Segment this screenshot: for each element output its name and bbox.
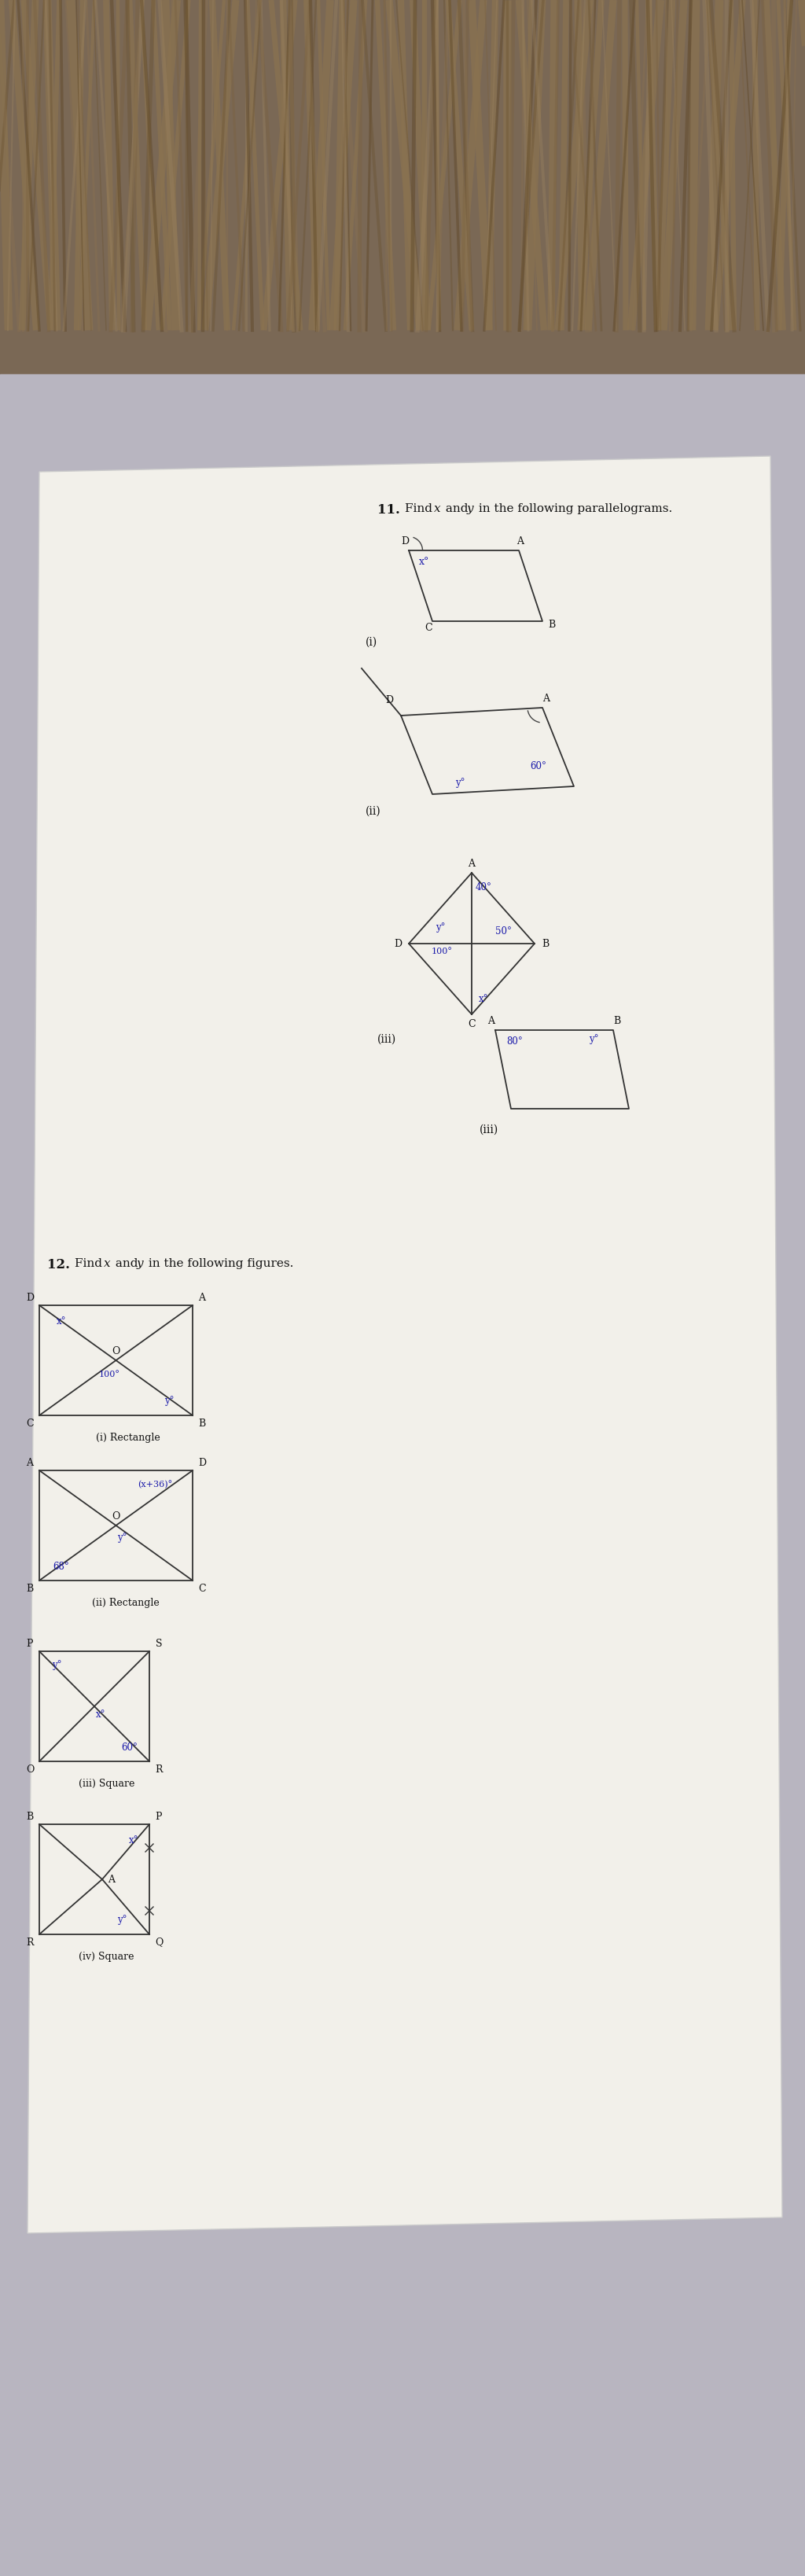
Text: P: P xyxy=(155,1811,162,1821)
Text: A: A xyxy=(488,1015,495,1025)
Text: y°: y° xyxy=(52,1662,61,1672)
Text: B: B xyxy=(542,938,549,948)
Text: 60°: 60° xyxy=(530,762,547,773)
Text: (iii): (iii) xyxy=(378,1033,396,1046)
Text: in the following figures.: in the following figures. xyxy=(145,1257,294,1270)
Text: x: x xyxy=(104,1257,110,1270)
Text: D: D xyxy=(26,1293,34,1303)
Text: 68°: 68° xyxy=(53,1561,69,1571)
Text: D: D xyxy=(401,536,409,546)
Text: B: B xyxy=(548,621,555,631)
Bar xyxy=(0,374,805,2576)
Text: C: C xyxy=(425,623,432,634)
Text: A: A xyxy=(469,858,475,868)
Text: y°: y° xyxy=(117,1533,126,1543)
Text: (i) Rectangle: (i) Rectangle xyxy=(96,1432,160,1443)
Text: x°: x° xyxy=(129,1834,138,1844)
Text: 80°: 80° xyxy=(507,1036,523,1046)
Text: Find: Find xyxy=(405,502,436,515)
Text: in the following parallelograms.: in the following parallelograms. xyxy=(475,502,672,515)
Text: x°: x° xyxy=(419,556,430,567)
Text: and: and xyxy=(112,1257,142,1270)
Text: Find: Find xyxy=(75,1257,106,1270)
Text: B: B xyxy=(613,1015,621,1025)
Text: y°: y° xyxy=(117,1914,126,1924)
Text: O: O xyxy=(111,1512,120,1522)
Text: C: C xyxy=(468,1020,476,1030)
Text: x°: x° xyxy=(96,1708,105,1718)
Text: B: B xyxy=(27,1811,34,1821)
Text: (x+36)°: (x+36)° xyxy=(138,1481,172,1489)
Text: B: B xyxy=(198,1419,205,1427)
Text: 50°: 50° xyxy=(495,927,511,938)
Text: 100°: 100° xyxy=(431,948,452,956)
Text: and: and xyxy=(442,502,472,515)
Text: 40°: 40° xyxy=(475,881,492,891)
Text: x°: x° xyxy=(478,994,489,1005)
Text: R: R xyxy=(26,1937,34,1947)
Text: A: A xyxy=(199,1293,205,1303)
Text: (iv) Square: (iv) Square xyxy=(79,1953,134,1963)
Text: y°: y° xyxy=(164,1396,174,1406)
Text: 11.: 11. xyxy=(378,502,400,518)
Text: (iii) Square: (iii) Square xyxy=(79,1777,134,1788)
Text: (iii): (iii) xyxy=(480,1126,498,1136)
Text: O: O xyxy=(111,1345,120,1355)
Text: 60°: 60° xyxy=(122,1741,138,1752)
Text: R: R xyxy=(155,1765,163,1775)
Text: A: A xyxy=(27,1458,34,1468)
Polygon shape xyxy=(27,456,782,2233)
Text: A: A xyxy=(108,1875,115,1886)
Text: D: D xyxy=(394,938,402,948)
Text: y°: y° xyxy=(588,1036,598,1046)
Text: A: A xyxy=(543,693,550,703)
Text: x: x xyxy=(434,502,440,515)
Text: D: D xyxy=(385,696,393,706)
Text: O: O xyxy=(26,1765,34,1775)
Text: A: A xyxy=(517,536,524,546)
Text: S: S xyxy=(155,1638,162,1649)
Text: Q: Q xyxy=(155,1937,163,1947)
Text: y: y xyxy=(467,502,474,515)
Text: 100°: 100° xyxy=(99,1370,120,1378)
Text: (ii): (ii) xyxy=(365,806,381,817)
Text: C: C xyxy=(26,1419,34,1427)
Text: y°: y° xyxy=(455,778,464,788)
Text: y: y xyxy=(137,1257,143,1270)
Text: C: C xyxy=(198,1584,206,1595)
Text: P: P xyxy=(27,1638,33,1649)
Text: B: B xyxy=(27,1584,34,1595)
Text: (ii) Rectangle: (ii) Rectangle xyxy=(92,1597,159,1607)
Text: x°: x° xyxy=(56,1316,66,1327)
Text: (i): (i) xyxy=(365,636,378,649)
Text: D: D xyxy=(198,1458,206,1468)
Text: 12.: 12. xyxy=(47,1257,70,1273)
Text: y°: y° xyxy=(436,922,445,933)
